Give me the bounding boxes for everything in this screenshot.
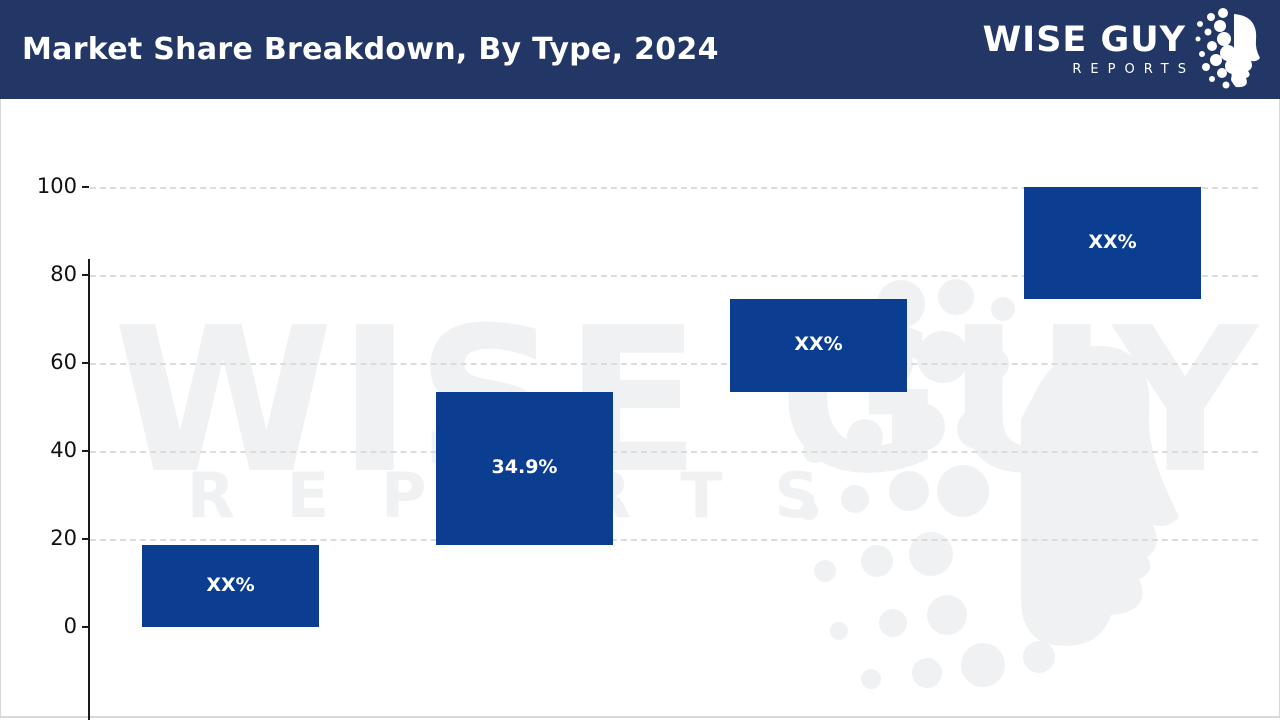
brand-logo: WISE GUY REPORTS [982, 7, 1280, 92]
bar-composite-implants: XX% [730, 299, 907, 392]
bar-value-label: XX% [206, 573, 255, 596]
bar-value-label: XX% [794, 333, 843, 356]
y-axis-line [88, 259, 90, 720]
bar-value-label: XX% [1088, 230, 1137, 253]
gridline [90, 187, 1258, 189]
bar-value-label: 34.9% [491, 456, 558, 479]
y-axis-tick [82, 186, 89, 188]
wise-guy-face-icon [1195, 7, 1260, 88]
y-axis-tick [82, 450, 89, 452]
y-tick-label: 100 [36, 174, 77, 198]
gridline [90, 539, 1258, 541]
y-axis-tick [82, 274, 89, 276]
brand-logo-text: WISE GUY REPORTS [982, 20, 1186, 77]
gridline [90, 451, 1258, 453]
bar-silicone-implants: 34.9% [436, 391, 613, 546]
gridline [90, 363, 1258, 365]
y-axis-tick [82, 538, 89, 540]
header: Market Share Breakdown, By Type, 2024 WI… [0, 0, 1280, 99]
y-tick-label: 20 [50, 526, 77, 550]
y-tick-label: 40 [50, 438, 77, 462]
y-tick-label: 0 [63, 614, 77, 638]
y-axis-tick [82, 362, 89, 364]
y-axis-tick [82, 626, 89, 628]
bar-polyurethane-implants: XX% [1024, 187, 1201, 300]
y-tick-label: 80 [50, 262, 77, 286]
brand-subtitle: REPORTS [1072, 62, 1195, 77]
gridline [90, 275, 1258, 277]
brand-name: WISE GUY [982, 20, 1186, 60]
y-tick-label: 60 [50, 350, 77, 374]
page-title: Market Share Breakdown, By Type, 2024 [22, 32, 719, 67]
bar-hydrogel-implants: XX% [142, 545, 319, 627]
